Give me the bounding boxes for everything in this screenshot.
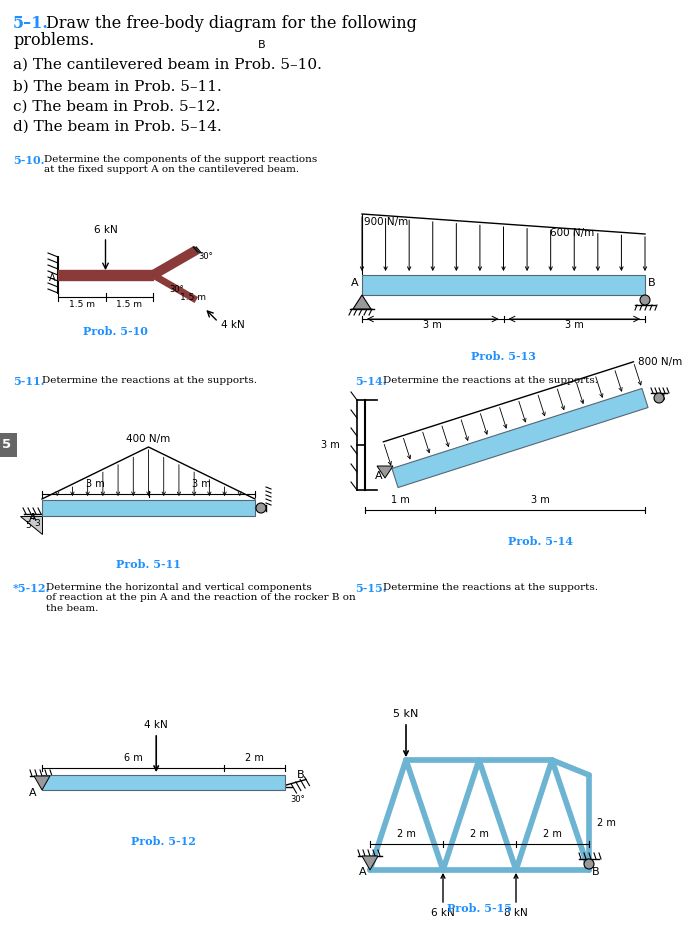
Text: 900 N/m: 900 N/m (364, 217, 408, 227)
Text: 30°: 30° (198, 252, 213, 261)
Bar (58, 270, 153, 280)
Text: 4: 4 (29, 513, 35, 522)
Text: 600 N/m: 600 N/m (550, 228, 594, 238)
Polygon shape (353, 295, 371, 309)
Text: 5 kN: 5 kN (393, 709, 419, 719)
Text: 2 m: 2 m (470, 829, 489, 839)
Text: Prob. 5-10: Prob. 5-10 (83, 326, 148, 337)
Text: B: B (648, 278, 656, 288)
Bar (42, 775, 285, 790)
Text: B: B (297, 770, 304, 780)
Text: 5-15.: 5-15. (355, 583, 386, 594)
Text: B: B (658, 393, 666, 403)
Text: 2 m: 2 m (597, 818, 616, 828)
Circle shape (654, 393, 664, 403)
Bar (362, 275, 645, 295)
Polygon shape (392, 389, 648, 487)
Text: 1.5 m: 1.5 m (116, 300, 142, 309)
Text: 1 m: 1 m (391, 495, 410, 505)
Circle shape (584, 859, 594, 869)
Text: Determine the components of the support reactions
at the fixed support A on the : Determine the components of the support … (44, 155, 317, 174)
Text: A: A (359, 867, 367, 877)
Text: 30°: 30° (169, 285, 184, 294)
Text: 5-10.: 5-10. (13, 155, 44, 166)
Text: Prob. 5-14: Prob. 5-14 (508, 536, 573, 547)
Text: Prob. 5-15: Prob. 5-15 (447, 903, 512, 914)
Text: 5-14.: 5-14. (355, 376, 386, 387)
Text: problems.: problems. (13, 32, 94, 49)
Polygon shape (20, 516, 42, 534)
Text: A: A (49, 273, 56, 283)
Text: *5-12.: *5-12. (13, 583, 51, 594)
Text: Determine the reactions at the supports.: Determine the reactions at the supports. (42, 376, 257, 385)
Text: Prob. 5-12: Prob. 5-12 (131, 836, 196, 847)
Text: 2 m: 2 m (397, 829, 416, 839)
Text: 3 m: 3 m (423, 320, 442, 330)
Polygon shape (377, 466, 393, 478)
Text: B: B (258, 40, 265, 50)
Text: 8 kN: 8 kN (504, 908, 528, 918)
Text: A: A (29, 513, 37, 523)
Text: 2 m: 2 m (543, 829, 562, 839)
Text: 5: 5 (3, 439, 12, 452)
Circle shape (640, 295, 650, 305)
Text: 3 m: 3 m (192, 479, 211, 489)
Text: Determine the reactions at the supports.: Determine the reactions at the supports. (383, 376, 598, 385)
Text: B: B (592, 867, 600, 877)
Text: d) The beam in Prob. 5–14.: d) The beam in Prob. 5–14. (13, 120, 222, 134)
Text: A: A (29, 788, 37, 798)
Text: Determine the reactions at the supports.: Determine the reactions at the supports. (383, 583, 598, 592)
Text: Draw the free-body diagram for the following: Draw the free-body diagram for the follo… (46, 15, 417, 32)
Text: a) The cantilevered beam in Prob. 5–10.: a) The cantilevered beam in Prob. 5–10. (13, 58, 322, 72)
Text: 6 m: 6 m (124, 753, 142, 763)
Text: 5: 5 (25, 520, 31, 530)
Text: 4 kN: 4 kN (222, 320, 245, 330)
Text: 3: 3 (34, 519, 40, 529)
Text: 2 m: 2 m (245, 753, 264, 763)
Text: 4 kN: 4 kN (144, 720, 168, 730)
Text: 5-11.: 5-11. (13, 376, 44, 387)
Polygon shape (34, 776, 50, 790)
Text: 1.5 m: 1.5 m (69, 300, 95, 309)
Text: b) The beam in Prob. 5–11.: b) The beam in Prob. 5–11. (13, 80, 222, 94)
Text: A: A (376, 471, 383, 481)
Bar (42, 500, 255, 516)
Text: 1.5 m: 1.5 m (180, 293, 206, 302)
Text: Prob. 5-11: Prob. 5-11 (116, 559, 181, 570)
Text: 800 N/m: 800 N/m (638, 357, 683, 367)
Text: 5–1.: 5–1. (13, 15, 49, 32)
Text: 3 m: 3 m (321, 440, 340, 450)
Text: 3 m: 3 m (86, 479, 105, 489)
Text: 6 kN: 6 kN (431, 908, 455, 918)
Polygon shape (362, 856, 378, 870)
Text: Determine the horizontal and vertical components
of reaction at the pin A and th: Determine the horizontal and vertical co… (46, 583, 356, 613)
Text: 6 kN: 6 kN (94, 225, 118, 235)
Text: c) The beam in Prob. 5–12.: c) The beam in Prob. 5–12. (13, 100, 220, 114)
Text: 3 m: 3 m (565, 320, 583, 330)
Text: 400 N/m: 400 N/m (127, 434, 170, 444)
Circle shape (256, 503, 266, 513)
Text: Prob. 5-13: Prob. 5-13 (471, 351, 536, 362)
Text: A: A (352, 278, 359, 288)
Text: 30°: 30° (290, 795, 305, 804)
Text: 3 m: 3 m (531, 495, 549, 505)
